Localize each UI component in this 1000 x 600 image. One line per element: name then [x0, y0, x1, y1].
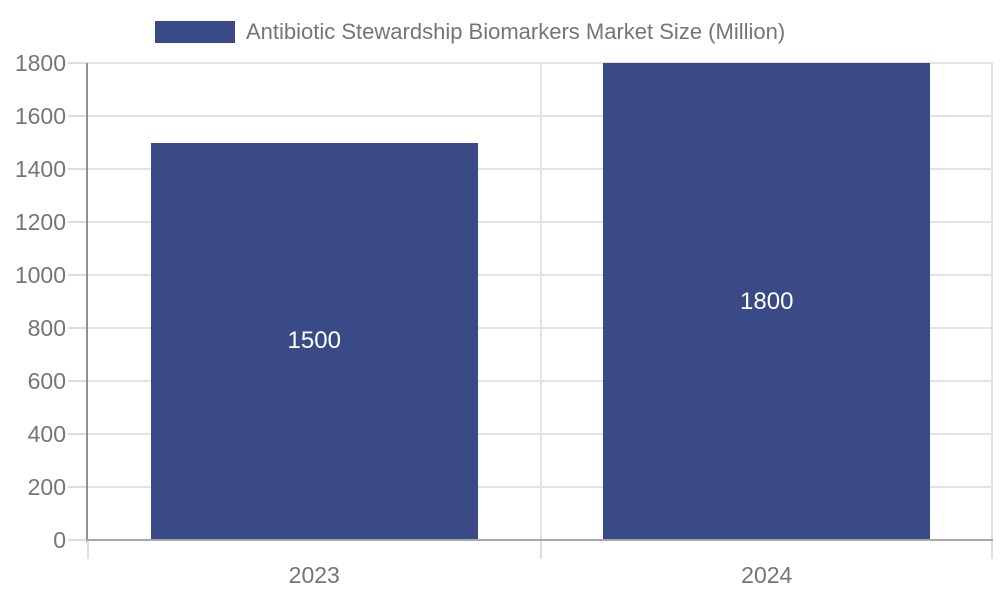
y-tick-label: 1000 [14, 262, 66, 288]
x-axis-tick [87, 541, 89, 559]
y-tick-label: 600 [27, 368, 66, 394]
y-tick-label: 800 [27, 315, 66, 341]
x-axis-line [86, 539, 993, 541]
y-axis-tick [68, 486, 88, 488]
y-axis-tick [68, 115, 88, 117]
y-axis-tick [68, 539, 88, 541]
y-axis-tick [68, 274, 88, 276]
y-tick-label: 0 [53, 527, 66, 553]
x-axis-tick [539, 541, 542, 559]
bar-2024[interactable] [603, 63, 931, 540]
x-tick-label-2023: 2023 [288, 562, 340, 588]
y-tick-label: 200 [27, 474, 66, 500]
gridline-vertical [991, 63, 993, 540]
y-tick-label: 1400 [14, 156, 66, 182]
x-axis-tick [991, 541, 993, 559]
y-tick-label: 1800 [14, 50, 66, 76]
y-axis-tick [68, 62, 88, 64]
bar-value-label: 1800 [740, 287, 794, 315]
bar-value-label: 1500 [287, 327, 341, 355]
y-tick-label: 1600 [14, 103, 66, 129]
y-axis-tick [68, 221, 88, 223]
legend-label: Antibiotic Stewardship Biomarkers Market… [246, 19, 786, 44]
y-tick-label: 400 [27, 421, 66, 447]
legend[interactable]: Antibiotic Stewardship Biomarkers Market… [155, 19, 785, 45]
y-axis-tick [68, 327, 88, 329]
legend-swatch-icon [155, 21, 235, 43]
plot-area: 1500 1800 [88, 62, 993, 540]
y-axis-tick [68, 168, 88, 170]
y-axis-tick [68, 380, 88, 382]
y-axis-tick [68, 433, 88, 435]
bar-2023[interactable] [150, 142, 478, 540]
y-axis-line [86, 63, 88, 542]
x-tick-label-2024: 2024 [741, 562, 793, 588]
gridline-vertical [539, 63, 542, 540]
y-tick-label: 1200 [14, 209, 66, 235]
